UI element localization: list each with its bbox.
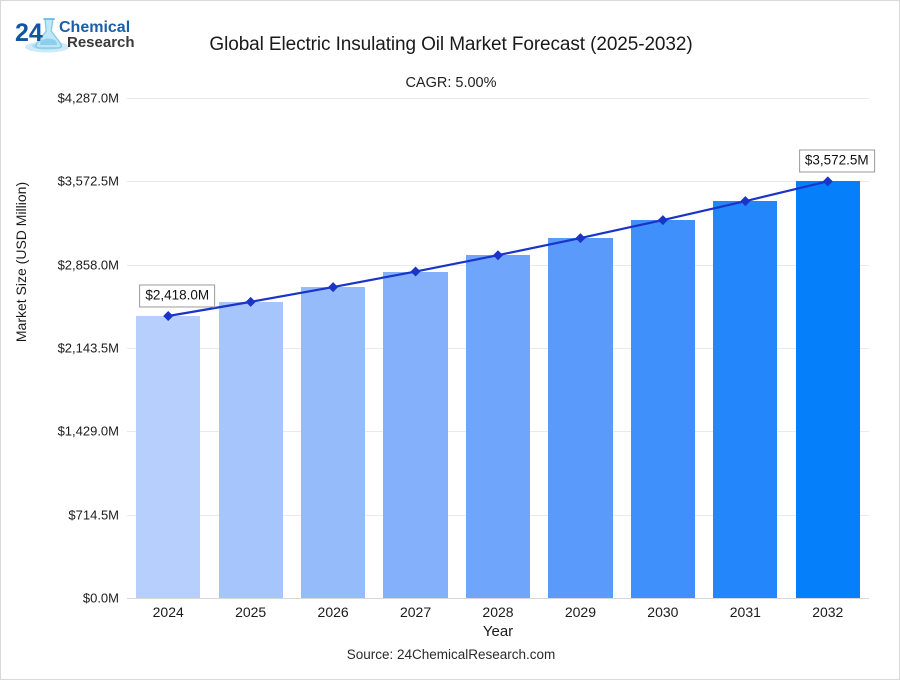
x-axis-tick-label: 2028 <box>482 604 514 620</box>
y-axis-tick-label: $2,143.5M <box>57 340 119 356</box>
y-axis-tick-label: $714.5M <box>68 507 119 523</box>
x-axis-tick-label: 2032 <box>812 604 844 620</box>
y-axis-tick-labels: $0.0M $714.5M $1,429.0M $2,143.5M $2,858.0M $… <box>1 1 119 679</box>
x-axis-tick-label: 2027 <box>399 604 432 620</box>
x-axis-tick-label: 2024 <box>152 604 184 620</box>
y-axis-tick-label: $1,429.0M <box>57 423 119 439</box>
bar-2026[interactable] <box>300 287 366 598</box>
data-label-2024: $2,418.0M <box>139 284 216 307</box>
y-axis-tick-label: $3,572.5M <box>57 173 119 189</box>
bar-2031[interactable] <box>713 201 778 598</box>
bar-2024[interactable] <box>136 316 201 598</box>
logo-word-chemical: Chemical <box>59 19 130 36</box>
bar-2029[interactable] <box>548 238 613 598</box>
x-axis-line <box>127 598 869 599</box>
logo-word-research: Research <box>67 34 135 51</box>
x-axis-tick-label: 2025 <box>235 604 267 620</box>
x-axis-tick-label: 2026 <box>317 604 349 620</box>
y-axis-tick-label: $2,858.0M <box>57 257 119 273</box>
brand-logo: 24 Chemical Research <box>15 13 135 55</box>
bar-2028[interactable] <box>465 255 531 598</box>
gridline <box>127 98 869 99</box>
gridline <box>127 181 869 183</box>
bar-2027[interactable] <box>383 271 448 598</box>
bar-2030[interactable] <box>630 220 696 598</box>
bar-2032[interactable] <box>795 181 860 598</box>
y-axis-tick-label: $0.0M <box>82 590 119 606</box>
bar-2025[interactable] <box>218 301 283 598</box>
x-axis-tick-label: 2030 <box>647 604 679 620</box>
x-axis-tick-label: 2029 <box>564 604 597 620</box>
logo-icon: 24 Chemical Research <box>15 18 135 53</box>
data-label-2032: $3,572.5M <box>798 149 875 173</box>
y-axis-tick-label: $4,287.0M <box>57 90 119 106</box>
source-note: Source: 24ChemicalResearch.com <box>346 647 556 662</box>
chart-title: Global Electric Insulating Oil Market Fo… <box>209 34 693 55</box>
chart-subtitle: CAGR: 5.00% <box>405 75 497 91</box>
plot-area: $2,418.0M $3,572.5M <box>127 98 875 599</box>
x-axis-title: Year <box>482 623 514 640</box>
x-axis-tick-label: 2031 <box>729 604 761 620</box>
logo-number: 24 <box>15 19 43 47</box>
